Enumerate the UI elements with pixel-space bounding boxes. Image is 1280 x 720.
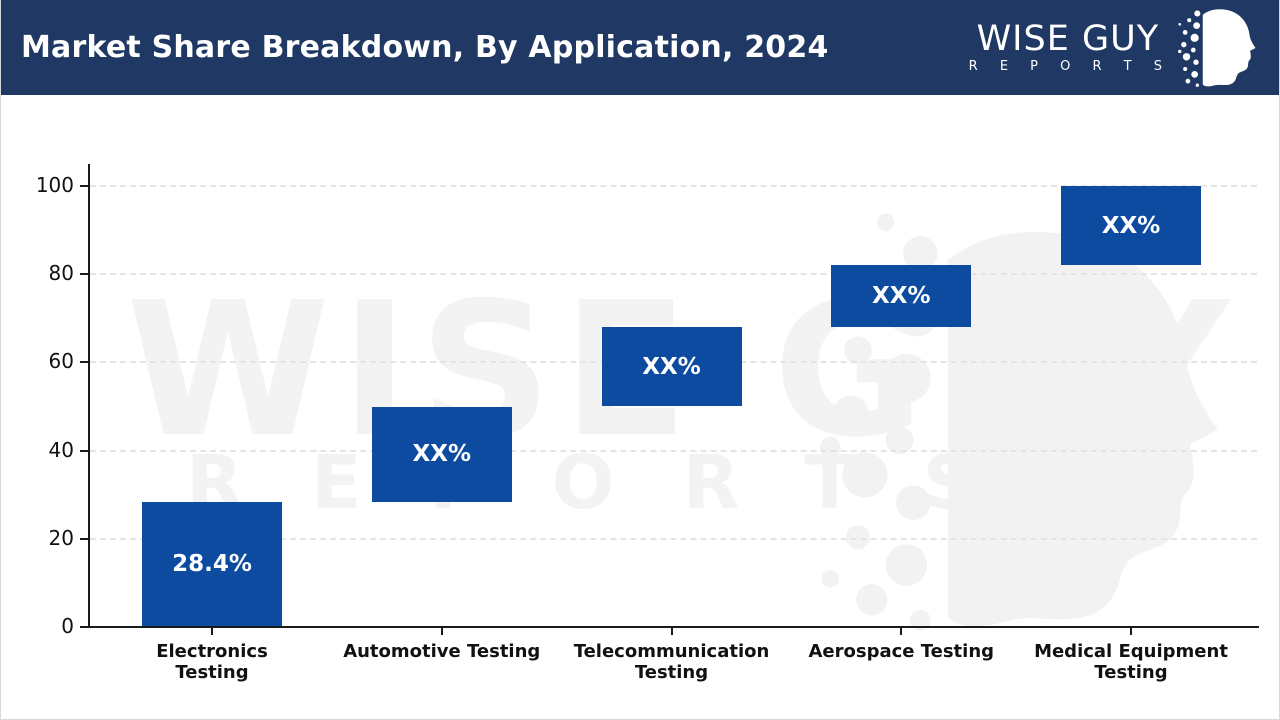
y-tick-mark-100 [80, 185, 88, 187]
bar-value-label-medical-equipment-testing: XX% [1101, 212, 1161, 239]
gridline-80 [90, 273, 1257, 276]
x-axis-label-aerospace-testing: Aerospace Testing [808, 641, 995, 662]
header-bar: Market Share Breakdown, By Application, … [1, 0, 1279, 95]
gridline-40 [90, 449, 1257, 452]
x-tick-mark-electronics-testing [211, 628, 213, 635]
x-tick-mark-automotive-testing [440, 628, 443, 635]
y-tick-mark-0 [80, 626, 88, 628]
x-axis-label-telecommunication-testing: Telecommunication Testing [573, 641, 770, 683]
y-tick-mark-80 [80, 273, 88, 276]
x-axis-label-automotive-testing: Automotive Testing [343, 641, 541, 662]
bar-telecommunication-testing: XX% [601, 327, 742, 407]
x-axis-line [87, 626, 1259, 628]
x-tick-mark-aerospace-testing [900, 628, 903, 635]
brand-subtitle: R E P O R T S [968, 59, 1171, 74]
gridline-20 [90, 537, 1257, 540]
brand-name: WISE GUY [976, 19, 1160, 59]
x-axis-label-electronics-testing: Electronics Testing [156, 641, 268, 683]
x-tick-mark-telecommunication-testing [670, 628, 673, 635]
bar-medical-equipment-testing: XX% [1061, 186, 1201, 266]
bar-value-label-electronics-testing: 28.4% [172, 551, 252, 578]
y-tick-label-100: 100 [35, 173, 74, 197]
y-tick-label-40: 40 [48, 437, 74, 462]
bar-aerospace-testing: XX% [831, 265, 972, 328]
y-tick-mark-20 [80, 537, 88, 540]
bar-value-label-aerospace-testing: XX% [871, 283, 931, 310]
y-tick-mark-40 [80, 449, 88, 452]
brand-logo: WISE GUY R E P O R T S [965, 0, 1265, 95]
y-axis-line [88, 164, 90, 628]
brand-logo-text: WISE GUY R E P O R T S [965, 21, 1171, 74]
bar-electronics-testing: 28.4% [142, 501, 282, 627]
bar-value-label-telecommunication-testing: XX% [642, 353, 701, 380]
x-axis-label-medical-equipment-testing: Medical Equipment Testing [1034, 641, 1228, 683]
watermark-text-reports: REPORTS [186, 440, 1045, 526]
bar-value-label-automotive-testing: XX% [412, 441, 471, 468]
y-tick-mark-60 [80, 361, 88, 364]
y-tick-label-20: 20 [48, 525, 74, 550]
x-tick-mark-medical-equipment-testing [1130, 628, 1132, 635]
y-tick-label-0: 0 [61, 614, 74, 638]
bar-automotive-testing: XX% [371, 406, 512, 502]
y-tick-label-60: 60 [48, 349, 74, 374]
page-title: Market Share Breakdown, By Application, … [21, 30, 829, 65]
y-tick-label-80: 80 [48, 261, 74, 286]
gridline-100 [90, 185, 1257, 187]
brand-face-icon [1178, 8, 1256, 87]
